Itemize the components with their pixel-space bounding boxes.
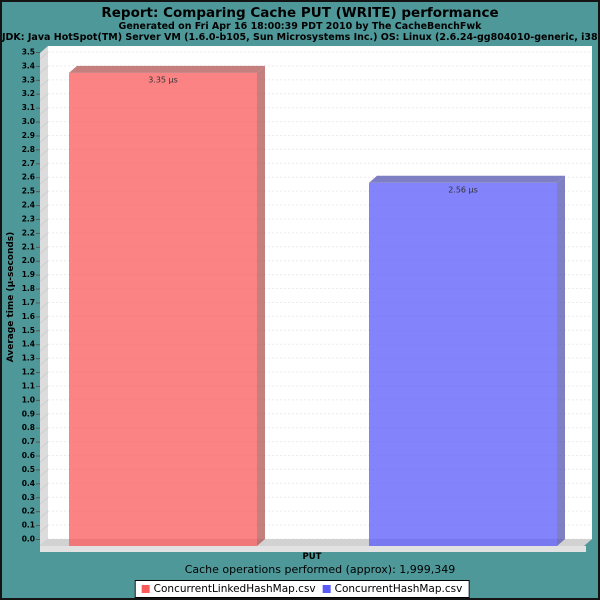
gridline-wall xyxy=(39,176,49,185)
y-tick-label: 2.7 xyxy=(22,159,35,168)
gridline-wall xyxy=(39,427,49,436)
y-tick-label: 2.5 xyxy=(22,187,35,196)
chart-subtitle-generated: Generated on Fri Apr 16 18:00:39 PDT 201… xyxy=(118,21,482,32)
y-tick-label: 0.2 xyxy=(22,507,35,516)
gridline-wall xyxy=(39,357,49,366)
chart-legend: ConcurrentLinkedHashMap.csv ConcurrentHas… xyxy=(134,580,470,598)
gridline-wall xyxy=(39,79,49,88)
legend-label: ConcurrentLinkedHashMap.csv xyxy=(153,583,316,595)
gridline-wall xyxy=(39,385,49,394)
gridline-wall xyxy=(39,510,49,519)
y-tick-label: 1.8 xyxy=(22,284,35,293)
y-tick-label: 2.8 xyxy=(22,145,35,154)
gridline-wall xyxy=(39,190,49,199)
y-tick-label: 1.5 xyxy=(22,326,35,335)
y-tick-label: 1.2 xyxy=(22,368,35,377)
y-tick-label: 0.6 xyxy=(22,451,35,460)
gridline-wall xyxy=(39,315,49,324)
bar-value-label: 2.56 µs xyxy=(448,185,478,194)
bar-front-ConcurrentLinkedHashMap-csv xyxy=(69,72,257,546)
gridline-wall xyxy=(39,441,49,449)
gridline-wall xyxy=(39,93,49,102)
y-tick-label: 0.9 xyxy=(22,409,35,418)
y-tick-label: 2.1 xyxy=(22,242,35,251)
y-tick-label: 1.0 xyxy=(22,395,35,404)
bar-right-face xyxy=(257,65,265,546)
gridline-wall xyxy=(39,288,49,296)
gridline-wall xyxy=(39,302,49,310)
gridline-wall xyxy=(39,149,49,157)
y-tick-label: 3.3 xyxy=(22,75,35,84)
y-tick-label: 1.1 xyxy=(22,381,35,390)
x-category-label: PUT xyxy=(303,552,322,562)
gridline-wall xyxy=(39,455,49,463)
gridline-wall xyxy=(39,135,49,143)
gridline-wall xyxy=(39,274,49,283)
gridline-wall xyxy=(39,232,49,241)
gridline-wall xyxy=(39,371,49,380)
gridline-wall xyxy=(39,524,49,533)
y-tick-label: 0.4 xyxy=(22,479,35,488)
y-tick-label: 2.3 xyxy=(22,214,35,223)
gridline-wall xyxy=(39,343,49,352)
gridline-wall xyxy=(39,260,49,269)
bar-top-face xyxy=(69,65,265,73)
legend-swatch-icon xyxy=(322,585,331,593)
gridline-wall xyxy=(39,204,49,213)
gridline-wall xyxy=(39,496,49,505)
chart-subtitle-environment: JDK: Java HotSpot(TM) Server VM (1.6.0-b… xyxy=(2,32,600,43)
gridline-wall xyxy=(39,218,49,227)
y-tick-label: 1.9 xyxy=(22,270,35,279)
gridline-wall xyxy=(39,246,49,255)
y-tick-label: 0.7 xyxy=(22,437,35,446)
y-tick-label: 0.8 xyxy=(22,423,35,432)
legend-label: ConcurrentHashMap.csv xyxy=(334,583,463,595)
y-tick-label: 3.2 xyxy=(22,89,35,98)
gridline-wall xyxy=(39,121,49,129)
gridline-wall xyxy=(39,329,49,338)
y-tick-label: 3.5 xyxy=(22,48,35,57)
gridline-wall xyxy=(39,469,49,477)
y-tick-label: 0.5 xyxy=(22,465,35,474)
gridline-wall xyxy=(39,51,49,60)
gridline-wall xyxy=(39,162,49,171)
gridline-wall xyxy=(39,482,49,491)
y-tick-label: 2.2 xyxy=(22,228,35,237)
y-tick-label: 3.1 xyxy=(22,103,35,112)
y-tick-label: 2.0 xyxy=(22,256,35,265)
y-tick-label: 0.1 xyxy=(22,521,35,530)
legend-item-1: ConcurrentHashMap.csv xyxy=(322,583,463,595)
y-tick-label: 1.3 xyxy=(22,354,35,363)
y-tick-label: 2.9 xyxy=(22,131,35,140)
bar-front-ConcurrentHashMap-csv xyxy=(369,182,557,546)
y-tick-label: 3.4 xyxy=(22,61,35,70)
gridline-wall xyxy=(39,399,49,408)
chart-caption: Cache operations performed (approx): 1,9… xyxy=(184,563,456,576)
chart-title: Report: Comparing Cache PUT (WRITE) perf… xyxy=(101,5,499,21)
y-tick-label: 0.0 xyxy=(22,535,35,544)
bar-right-face xyxy=(557,175,565,546)
y-tick-label: 2.6 xyxy=(22,173,35,182)
gridline-wall xyxy=(39,107,49,116)
plot-floor-edge xyxy=(40,546,586,552)
y-tick-label: 2.4 xyxy=(22,201,35,210)
y-tick-label: 1.4 xyxy=(22,340,35,349)
gridline-wall xyxy=(39,65,49,74)
y-tick-label: 3.0 xyxy=(22,117,35,126)
y-tick-label: 1.7 xyxy=(22,298,35,307)
legend-swatch-icon xyxy=(141,585,150,593)
plot-side-wall xyxy=(40,46,48,546)
y-tick-label: 0.3 xyxy=(22,493,35,502)
bar-value-label: 3.35 µs xyxy=(148,75,178,84)
legend-item-0: ConcurrentLinkedHashMap.csv xyxy=(141,583,316,595)
y-tick-label: 1.6 xyxy=(22,312,35,321)
bar-top-face xyxy=(369,175,565,183)
gridline-wall xyxy=(39,413,49,422)
